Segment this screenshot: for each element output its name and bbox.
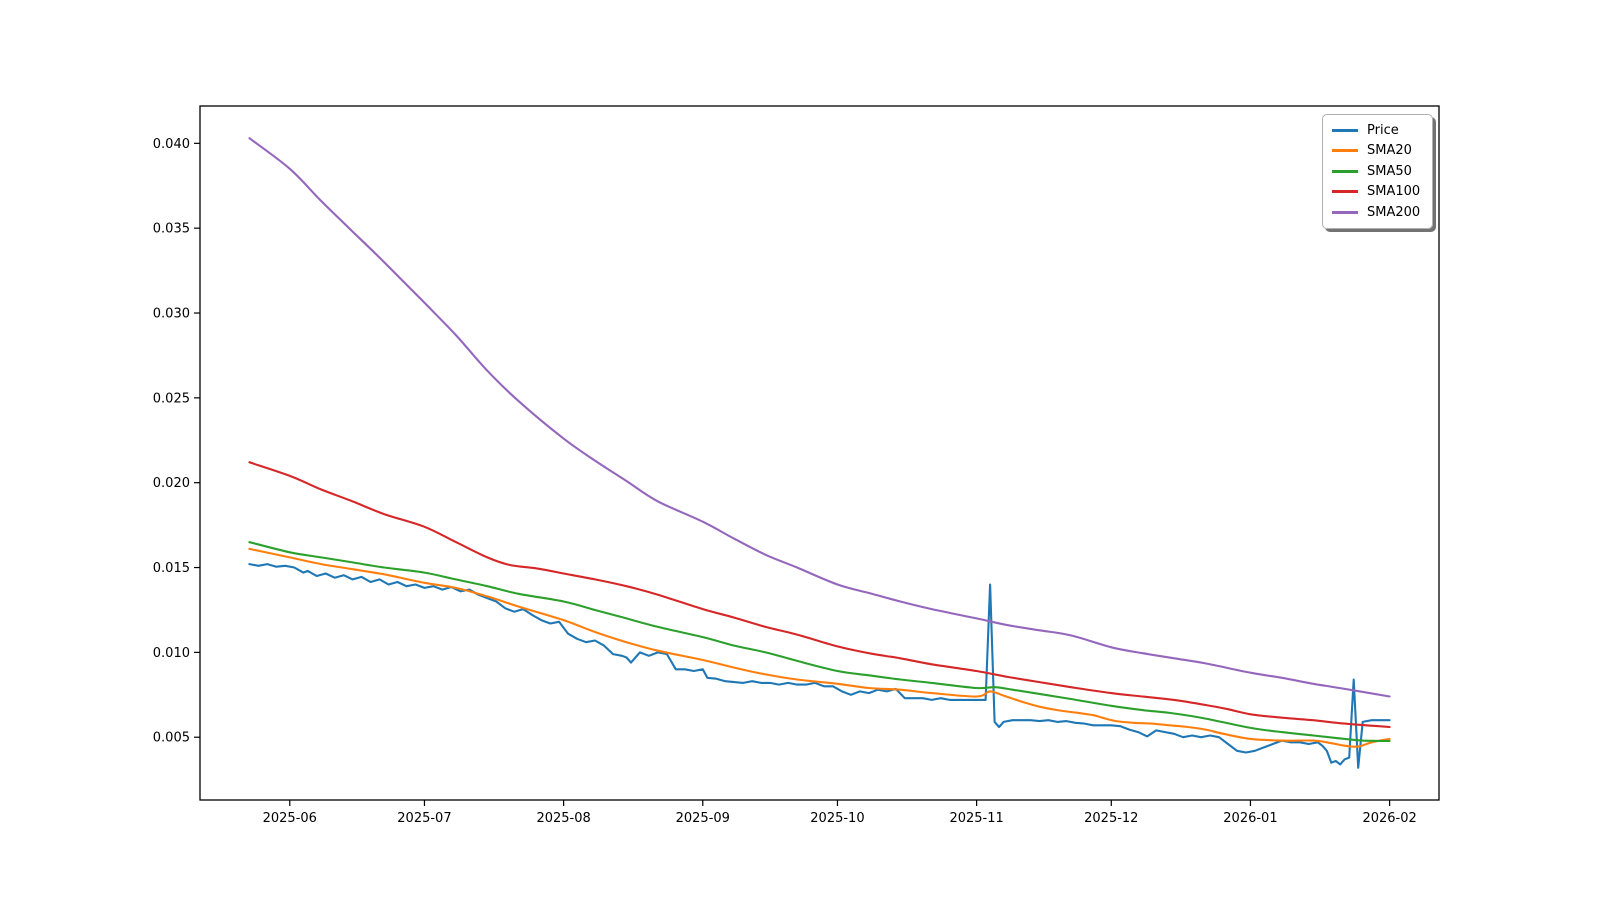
series-line-price bbox=[248, 563, 1391, 769]
plot-border bbox=[199, 105, 1440, 801]
series-line-sma200 bbox=[248, 137, 1391, 698]
x-tick-label: 2025-11 bbox=[949, 811, 1003, 826]
legend-item-sma100: SMA100 bbox=[1332, 182, 1420, 203]
y-tick-label: 0.010 bbox=[153, 646, 190, 661]
legend-item-sma20: SMA20 bbox=[1332, 141, 1420, 162]
x-tick-label: 2025-08 bbox=[536, 811, 590, 826]
legend-line-swatch-sma100 bbox=[1332, 190, 1358, 194]
legend-item-sma50: SMA50 bbox=[1332, 161, 1420, 182]
x-tick-label: 2025-06 bbox=[263, 811, 317, 826]
x-tick-label: 2026-01 bbox=[1223, 811, 1277, 826]
y-tick-label: 0.005 bbox=[153, 731, 190, 746]
legend-line-swatch-price bbox=[1332, 128, 1358, 132]
x-tick-label: 2025-12 bbox=[1084, 811, 1138, 826]
legend-item-price: Price bbox=[1332, 120, 1420, 141]
y-tick-label: 0.020 bbox=[153, 476, 190, 491]
series-line-sma50 bbox=[248, 541, 1391, 743]
legend-label-sma20: SMA20 bbox=[1367, 143, 1412, 159]
y-tick-label: 0.025 bbox=[153, 391, 190, 406]
y-tick-label: 0.015 bbox=[153, 561, 190, 576]
series-line-sma20 bbox=[248, 547, 1391, 748]
legend-line-swatch-sma20 bbox=[1332, 149, 1358, 153]
legend-label-price: Price bbox=[1367, 122, 1399, 138]
legend-label-sma50: SMA50 bbox=[1367, 163, 1412, 179]
legend-item-sma200: SMA200 bbox=[1332, 202, 1420, 223]
legend-line-swatch-sma50 bbox=[1332, 169, 1358, 173]
y-tick-label: 0.035 bbox=[153, 222, 190, 237]
x-tick-label: 2025-07 bbox=[397, 811, 451, 826]
legend: Price SMA20 SMA50 SMA100 SMA200 bbox=[1322, 114, 1434, 229]
series-line-sma100 bbox=[248, 461, 1391, 729]
legend-label-sma100: SMA100 bbox=[1367, 184, 1421, 200]
legend-label-sma200: SMA200 bbox=[1367, 204, 1421, 220]
legend-line-swatch-sma200 bbox=[1332, 210, 1358, 214]
y-tick-label: 0.030 bbox=[153, 307, 190, 322]
y-tick-label: 0.040 bbox=[153, 137, 190, 152]
x-tick-label: 2025-10 bbox=[810, 811, 864, 826]
x-tick-label: 2026-02 bbox=[1362, 811, 1416, 826]
x-tick-label: 2025-09 bbox=[676, 811, 730, 826]
